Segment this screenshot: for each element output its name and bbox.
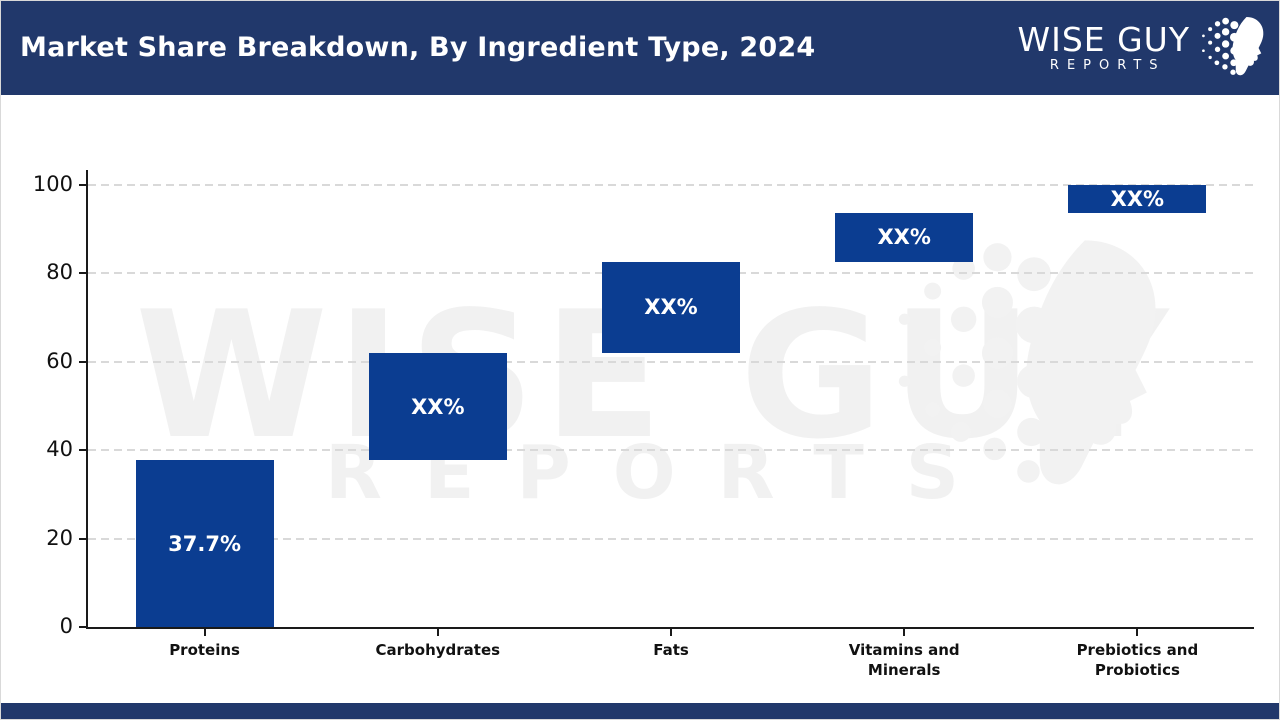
wise-guy-logo: WISE GUY REPORTS [1017, 8, 1268, 88]
y-axis-line [86, 170, 88, 629]
y-tick-label: 80 [46, 260, 73, 285]
x-tick-label: Fats [556, 640, 786, 660]
x-tick-label: Carbohydrates [323, 640, 553, 660]
x-tick-label-line: Vitamins and [848, 641, 960, 659]
x-tick-mark [1136, 629, 1139, 636]
y-tick-mark [79, 360, 86, 363]
chart-title: Market Share Breakdown, By Ingredient Ty… [20, 32, 816, 63]
x-tick-label: Prebiotics and Probiotics [1022, 640, 1252, 680]
bar-value-label: XX% [1110, 186, 1165, 211]
x-tick-label-line: Carbohydrates [375, 641, 501, 659]
x-tick-label-line: Probiotics [1094, 661, 1180, 679]
logo-subtitle: REPORTS [1049, 58, 1166, 73]
header-bar: Market Share Breakdown, By Ingredient Ty… [0, 0, 1280, 95]
bar-value-label: XX% [877, 225, 931, 250]
bar-value-label: 37.7% [168, 531, 242, 556]
bar-segment: XX% [368, 352, 507, 461]
y-tick-mark [79, 449, 86, 452]
x-tick-mark [903, 629, 906, 636]
x-tick-label-line: Proteins [169, 641, 240, 659]
y-tick-label: 0 [59, 614, 73, 638]
y-tick-label: 60 [46, 348, 73, 373]
y-tick-mark [79, 626, 86, 628]
bar-segment: XX% [602, 261, 740, 353]
y-tick-label: 20 [46, 525, 73, 550]
y-tick-mark [79, 537, 86, 540]
y-tick-mark [79, 272, 86, 275]
y-tick-mark [79, 184, 86, 186]
y-tick-label: 100 [32, 172, 73, 196]
x-tick-label-line: Prebiotics and [1076, 641, 1199, 659]
bar-segment: XX% [835, 212, 974, 262]
footer-bar [0, 703, 1280, 720]
x-tick-mark [670, 629, 672, 636]
x-axis-line [86, 627, 1254, 629]
x-tick-label: Proteins [90, 640, 320, 660]
x-tick-label-line: Fats [653, 641, 689, 659]
bar-value-label: XX% [644, 295, 698, 320]
gridline [88, 449, 1254, 452]
logo-wordmark: WISE GUY [1017, 20, 1190, 59]
bar-segment: 37.7% [135, 460, 274, 627]
gridline [88, 184, 1254, 186]
x-tick-label-line: Minerals [867, 661, 941, 679]
bar-segment: XX% [1068, 185, 1207, 213]
bar-value-label: XX% [411, 394, 465, 419]
gridline [88, 537, 1254, 540]
x-tick-mark [436, 629, 439, 636]
y-tick-label: 40 [46, 437, 73, 462]
x-tick-mark [203, 629, 206, 636]
x-tick-label: Vitamins and Minerals [789, 640, 1019, 680]
logo-text: WISE GUY REPORTS [1017, 20, 1190, 74]
gridline [88, 360, 1254, 363]
dotted-head-icon [1202, 17, 1264, 76]
